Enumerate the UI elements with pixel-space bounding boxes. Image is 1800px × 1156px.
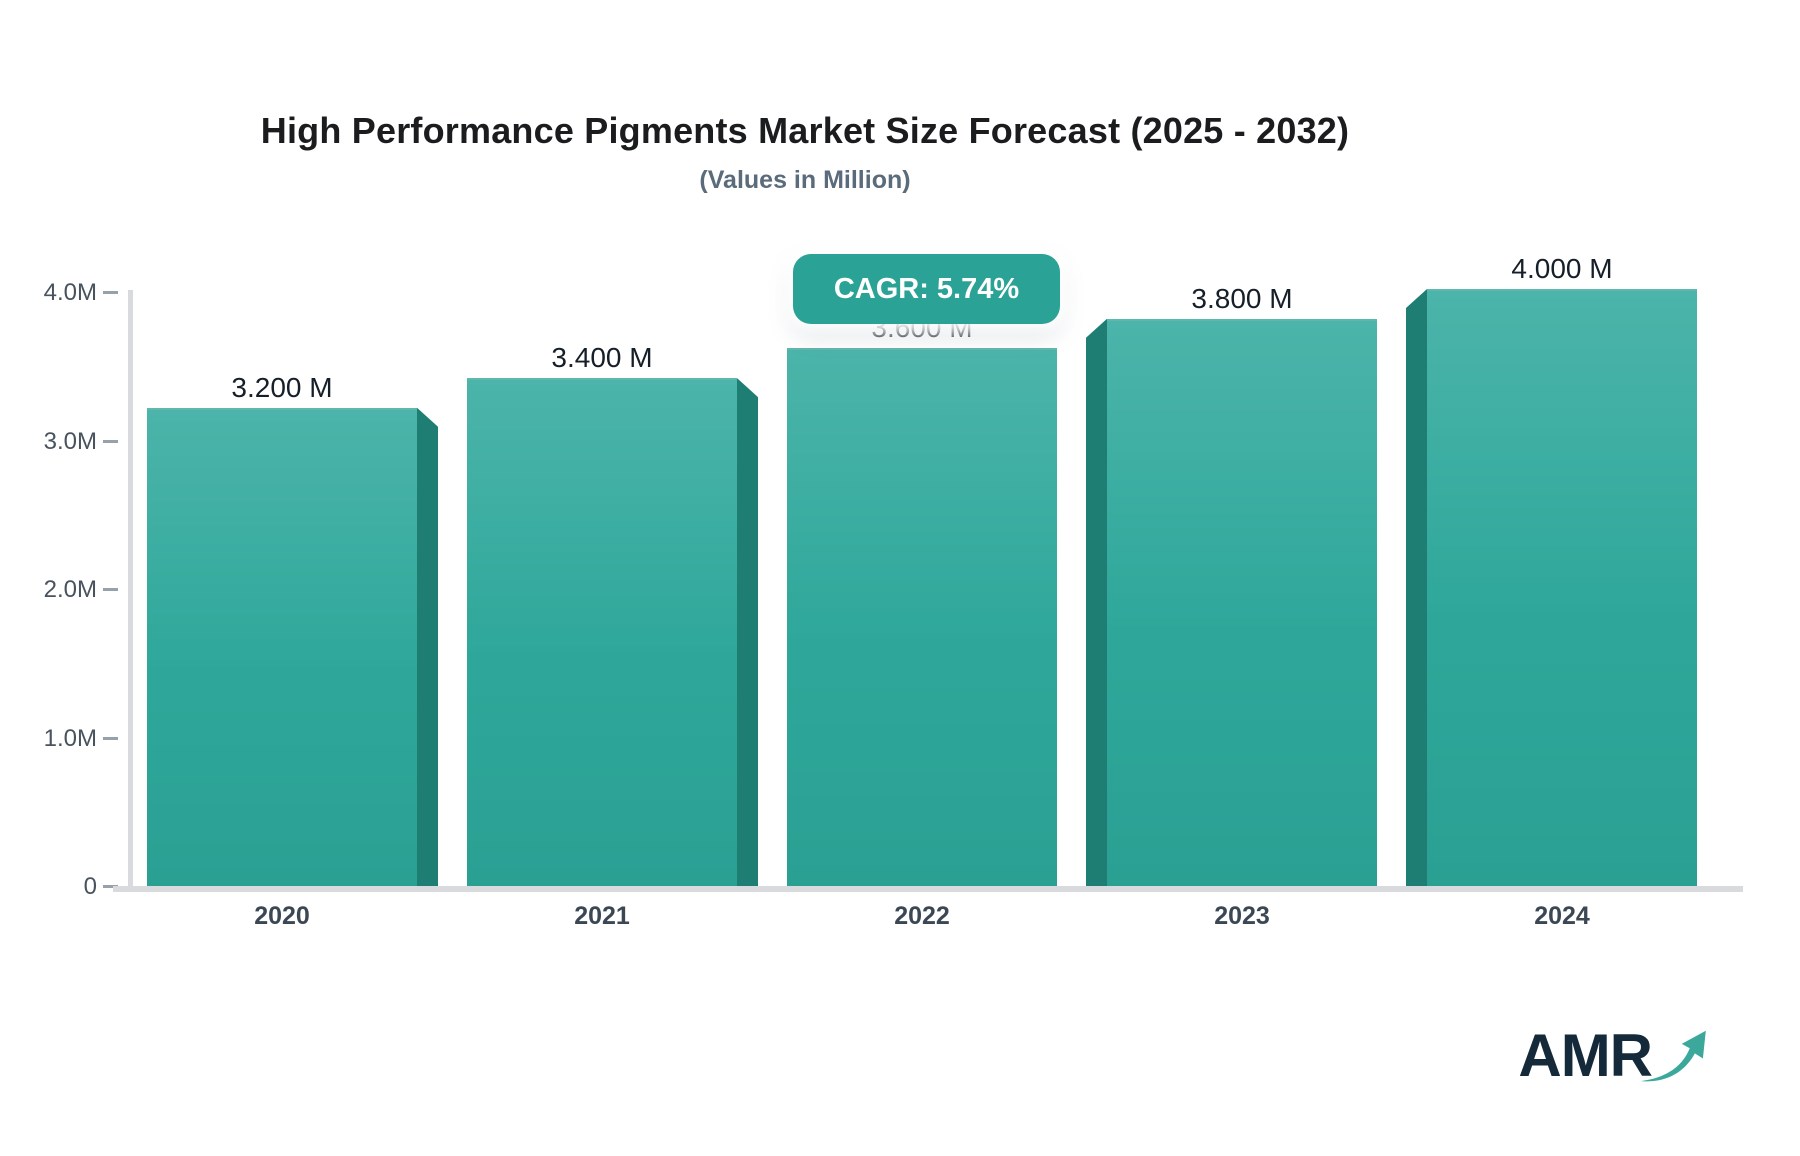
x-axis-label: 2020	[254, 902, 310, 930]
cagr-badge-label: CAGR: 5.74%	[833, 272, 1020, 305]
y-axis-tick-dash	[103, 885, 118, 888]
bar-side-face	[417, 407, 438, 887]
logo-text: AMR	[1518, 1022, 1653, 1089]
y-axis-tick-dash	[103, 736, 118, 740]
cagr-badge: CAGR: 5.74%	[793, 254, 1060, 324]
y-axis-tick-dash	[103, 439, 118, 443]
bar-value-label: 3.200 M	[231, 371, 333, 403]
bar	[147, 407, 417, 887]
bar-side-face	[737, 378, 758, 887]
y-axis-tick-dash	[103, 291, 118, 294]
x-axis-line	[113, 886, 1743, 892]
bar-value-label: 3.800 M	[1191, 282, 1293, 314]
y-axis-tick-label: 4.0M	[43, 279, 97, 306]
y-axis-tick-label: 1.0M	[43, 724, 97, 752]
x-axis-label: 2024	[1534, 902, 1590, 930]
y-axis-tick-dash	[103, 588, 118, 591]
brand-logo: AMR	[1518, 1026, 1708, 1091]
bar-value-label: 3.400 M	[551, 342, 653, 374]
bar-value-label: 4.000 M	[1511, 253, 1613, 284]
x-axis-label: 2021	[574, 902, 630, 930]
bar-side-face	[1406, 289, 1427, 887]
y-axis-tick-label: 0	[83, 873, 97, 900]
logo-arrow-icon	[1638, 1028, 1708, 1091]
bar	[787, 348, 1057, 887]
bar	[1107, 318, 1377, 887]
y-axis-tick-label: 2.0M	[43, 576, 97, 603]
x-axis-label: 2022	[894, 902, 950, 930]
chart-subtitle: (Values in Million)	[699, 166, 911, 194]
y-axis-tick-label: 3.0M	[43, 427, 97, 455]
bar	[467, 378, 737, 887]
bar	[1427, 289, 1697, 887]
x-axis-label: 2023	[1214, 902, 1270, 930]
bar-side-face	[1086, 318, 1107, 887]
y-axis-line	[128, 290, 133, 892]
chart-title: High Performance Pigments Market Size Fo…	[260, 110, 1350, 151]
